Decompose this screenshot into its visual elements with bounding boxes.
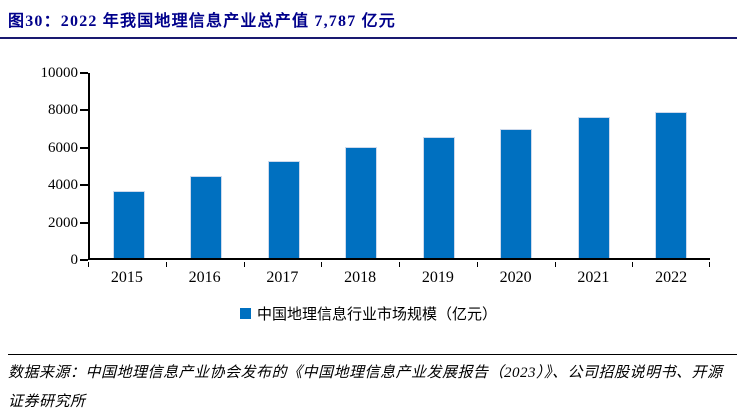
y-axis-tick (80, 109, 88, 112)
y-axis-label: 2000 (48, 214, 78, 231)
x-axis-tick (476, 262, 478, 267)
x-axis-tick (399, 262, 400, 267)
x-axis-tick (632, 262, 634, 267)
bar-2017 (267, 161, 300, 258)
x-axis-label-2018: 2018 (344, 269, 377, 286)
x-axis-tick (243, 262, 245, 267)
chart-legend: 中国地理信息行业市场规模（亿元） (0, 303, 737, 324)
title-divider (0, 37, 737, 39)
y-axis-label: 0 (70, 252, 79, 268)
bar-category-2019 (400, 73, 478, 258)
y-axis-tick (80, 184, 88, 187)
footer-divider (8, 354, 737, 355)
x-axis-label-2015: 2015 (110, 269, 143, 286)
bar-2019 (422, 136, 455, 258)
y-axis-label: 10000 (40, 65, 79, 81)
bar-2020 (500, 129, 533, 258)
plot-area (88, 73, 710, 260)
y-axis-label: 8000 (48, 102, 78, 119)
y-axis-label: 4000 (48, 177, 78, 194)
y-axis-tick (80, 259, 88, 261)
bar-2016 (190, 176, 223, 258)
y-axis-tick (80, 221, 88, 224)
legend-label: 中国地理信息行业市场规模（亿元） (256, 307, 497, 323)
x-axis-tick (88, 262, 89, 267)
x-axis-tick (165, 262, 167, 267)
x-axis-label-2020: 2020 (499, 269, 532, 286)
bar-chart: 0 2000 4000 6000 8000 10000 2015 2016 2017 2018 20… (0, 45, 737, 295)
x-axis-tick (321, 262, 323, 267)
bar-category-2020 (478, 73, 556, 258)
x-axis-label-2019: 2019 (421, 269, 454, 286)
x-axis-tick (709, 262, 710, 267)
bar-category-2016 (168, 73, 246, 258)
bar-2022 (655, 112, 688, 258)
figure-title: 图30：2022 年我国地理信息产业总产值 7,787 亿元 (8, 13, 397, 30)
data-source-text: 数据来源：中国地理信息产业协会发布的《中国地理信息产业发展报告（2023）》、公… (8, 365, 723, 410)
bar-category-2017 (245, 73, 323, 258)
x-axis-label-2022: 2022 (655, 269, 688, 286)
legend-marker-square (239, 308, 251, 319)
x-axis-label-2021: 2021 (577, 269, 610, 286)
x-axis-label-2017: 2017 (266, 269, 299, 286)
y-axis-label: 6000 (48, 139, 78, 156)
bar-2015 (112, 190, 145, 258)
x-axis-label-2016: 2016 (188, 269, 221, 286)
bar-2018 (345, 146, 378, 258)
bar-category-2018 (323, 73, 401, 258)
bar-category-2022 (633, 73, 711, 258)
bar-category-2021 (555, 73, 633, 258)
bar-category-2015 (90, 73, 168, 258)
y-axis-tick (80, 146, 88, 149)
bar-2021 (577, 117, 610, 258)
y-axis-tick (80, 72, 88, 74)
x-axis-tick (554, 262, 556, 267)
